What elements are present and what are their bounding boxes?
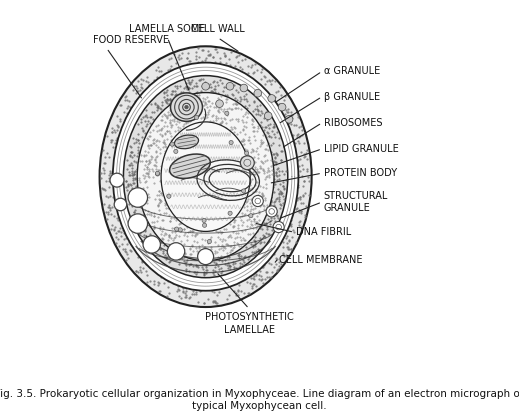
Circle shape — [273, 222, 284, 233]
Text: β GRANULE: β GRANULE — [324, 92, 380, 102]
Circle shape — [244, 151, 249, 155]
Circle shape — [252, 195, 263, 207]
Circle shape — [216, 100, 223, 107]
Circle shape — [278, 103, 286, 111]
Circle shape — [254, 89, 262, 97]
Circle shape — [174, 149, 178, 154]
Circle shape — [174, 227, 179, 231]
Circle shape — [110, 173, 124, 187]
Circle shape — [268, 95, 276, 102]
Text: FOOD RESERVE: FOOD RESERVE — [92, 34, 169, 44]
Circle shape — [185, 105, 188, 109]
Circle shape — [225, 111, 229, 115]
Text: PROTEIN BODY: PROTEIN BODY — [324, 168, 397, 178]
Circle shape — [240, 84, 248, 92]
Circle shape — [285, 115, 293, 123]
Text: CELL MEMBRANE: CELL MEMBRANE — [279, 255, 362, 265]
Circle shape — [202, 83, 210, 90]
Ellipse shape — [137, 93, 274, 261]
Circle shape — [156, 172, 160, 176]
Circle shape — [264, 112, 272, 120]
Text: RIBOSOMES: RIBOSOMES — [324, 118, 383, 128]
Circle shape — [229, 140, 233, 144]
Text: STRUCTURAL
GRANULE: STRUCTURAL GRANULE — [324, 191, 388, 213]
Text: LAMELLA SOME: LAMELLA SOME — [129, 24, 206, 34]
Text: LIPID GRANULE: LIPID GRANULE — [324, 144, 399, 154]
Circle shape — [249, 161, 253, 165]
Text: PHOTOSYNTHETIC
LAMELLAE: PHOTOSYNTHETIC LAMELLAE — [204, 312, 293, 334]
Circle shape — [143, 236, 160, 253]
Circle shape — [155, 171, 159, 176]
Circle shape — [128, 214, 147, 233]
Circle shape — [226, 83, 234, 90]
Circle shape — [242, 189, 246, 193]
Circle shape — [114, 198, 127, 211]
Circle shape — [198, 249, 214, 265]
Ellipse shape — [113, 63, 298, 291]
Text: Fig. 3.5. Prokaryotic cellular organization in Myxophyceae. Line diagram of an e: Fig. 3.5. Prokaryotic cellular organizat… — [0, 389, 519, 411]
Circle shape — [240, 156, 254, 170]
Circle shape — [202, 223, 207, 227]
Circle shape — [266, 206, 277, 217]
Circle shape — [128, 188, 147, 207]
Circle shape — [202, 218, 206, 222]
Text: α GRANULE: α GRANULE — [324, 66, 380, 76]
Text: CELL WALL: CELL WALL — [191, 24, 244, 34]
Circle shape — [195, 115, 199, 120]
Ellipse shape — [170, 154, 210, 178]
Text: DNA FIBRIL: DNA FIBRIL — [296, 227, 351, 237]
Circle shape — [249, 214, 253, 218]
Circle shape — [178, 228, 182, 232]
Ellipse shape — [100, 46, 311, 307]
Circle shape — [228, 211, 232, 215]
Circle shape — [207, 239, 211, 244]
Ellipse shape — [124, 76, 288, 278]
Ellipse shape — [161, 122, 250, 232]
Circle shape — [170, 142, 174, 146]
Circle shape — [167, 243, 185, 260]
Ellipse shape — [174, 135, 199, 149]
Circle shape — [167, 194, 171, 198]
Ellipse shape — [171, 93, 202, 121]
